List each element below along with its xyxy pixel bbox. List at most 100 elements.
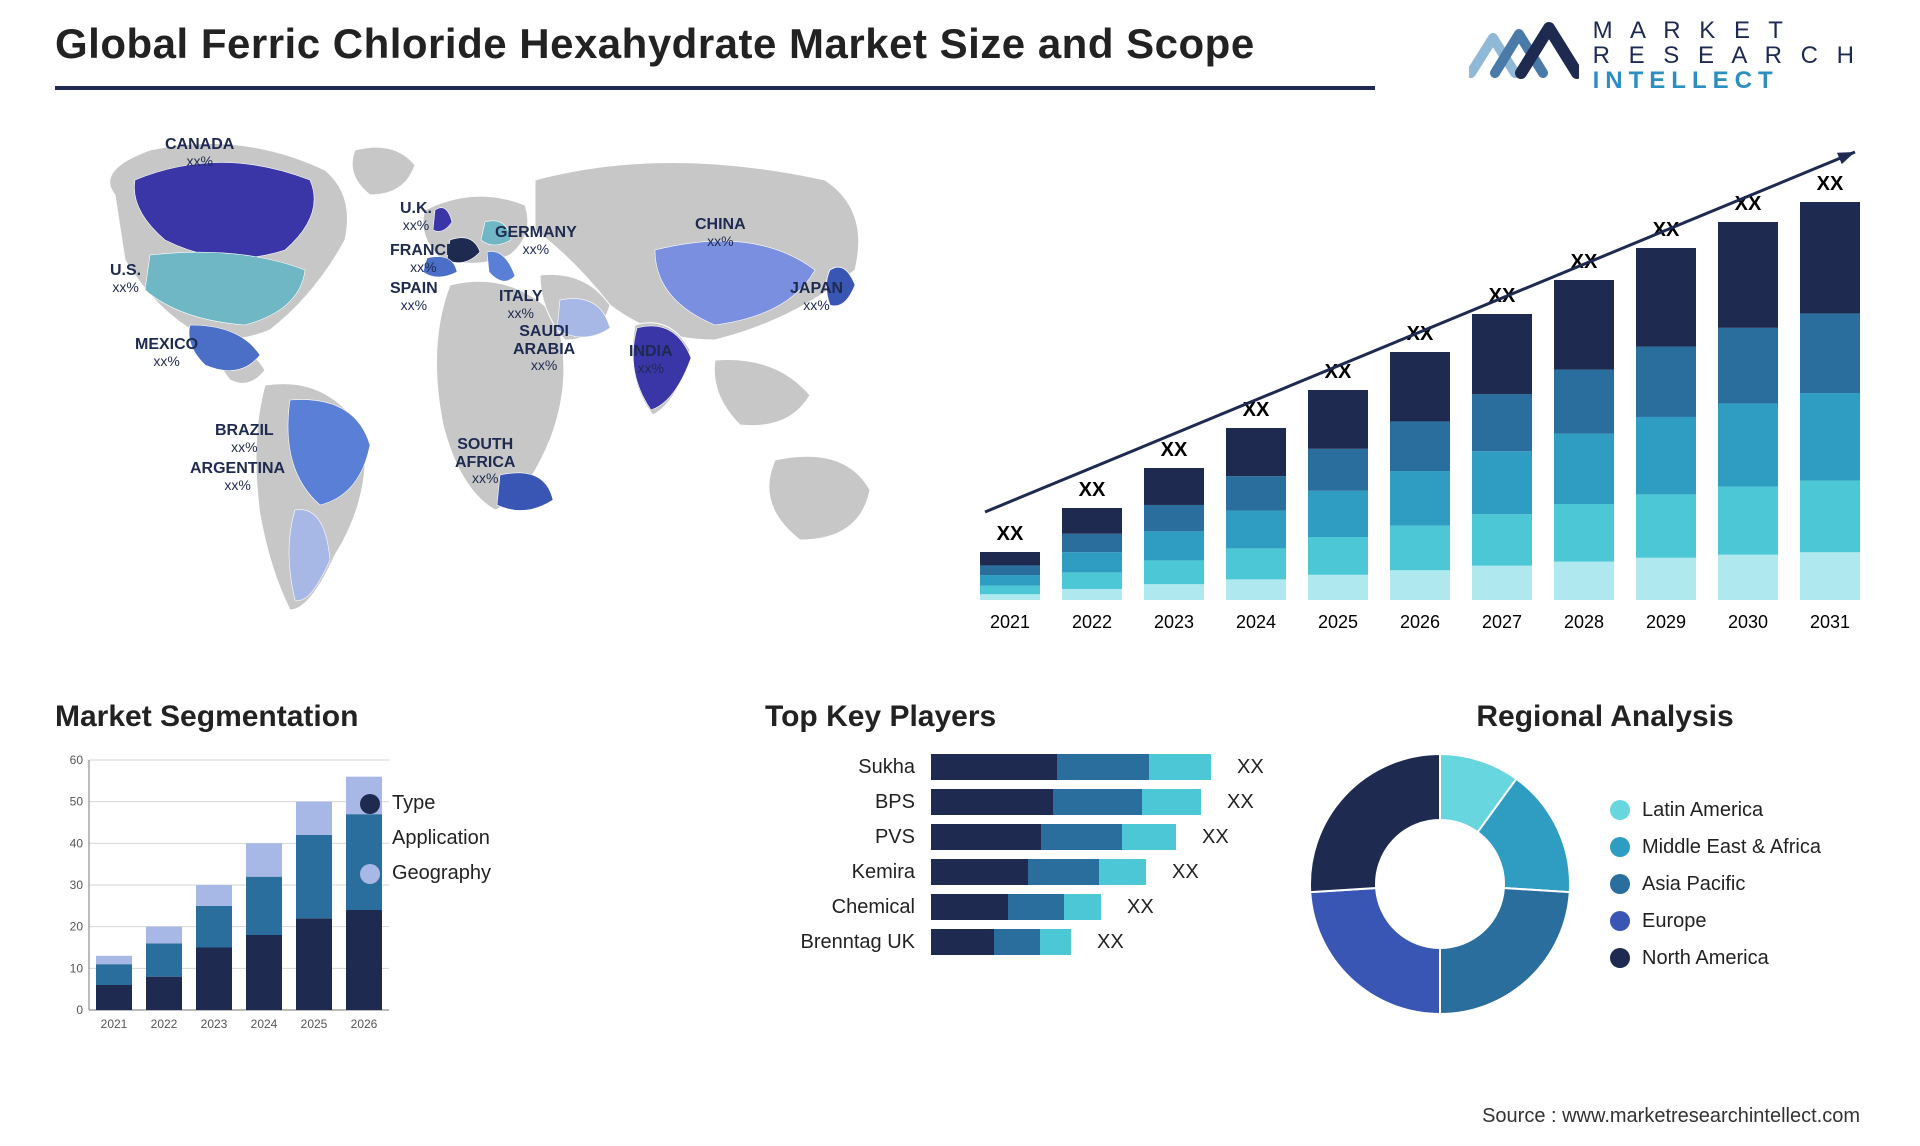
map-panel: CANADAxx%U.S.xx%MEXICOxx%BRAZILxx%ARGENT…	[55, 140, 885, 650]
player-name: PVS	[765, 826, 915, 849]
map-label-saudi-arabia: SAUDIARABIAxx%	[513, 323, 575, 374]
title-rule	[55, 86, 1375, 90]
svg-text:XX: XX	[997, 523, 1024, 545]
player-value: XX	[1237, 756, 1264, 779]
svg-text:2024: 2024	[1236, 612, 1276, 632]
player-row: Chemical XX	[765, 894, 1265, 920]
svg-text:2026: 2026	[351, 1017, 378, 1031]
page-title: Global Ferric Chloride Hexahydrate Marke…	[55, 20, 1375, 68]
player-row: SukhaXX	[765, 754, 1265, 780]
svg-text:2030: 2030	[1728, 612, 1768, 632]
map-label-south-africa: SOUTHAFRICAxx%	[455, 436, 515, 487]
region-panel: Regional Analysis Latin AmericaMiddle Ea…	[1300, 700, 1910, 1024]
legend-bullet-icon	[1610, 911, 1630, 931]
svg-text:XX: XX	[1817, 173, 1844, 195]
forecast-panel: XX2021XX2022XX2023XX2024XX2025XX2026XX20…	[960, 140, 1860, 650]
legend-bullet-icon	[360, 829, 380, 849]
svg-text:20: 20	[70, 920, 84, 934]
map-label-india: INDIAxx%	[629, 343, 673, 376]
region-donut	[1300, 744, 1580, 1024]
map-label-france: FRANCExx%	[390, 242, 457, 275]
svg-text:XX: XX	[1161, 439, 1188, 461]
map-label-germany: GERMANYxx%	[495, 224, 577, 257]
brand-line-2: R E S E A R C H	[1593, 43, 1860, 68]
brand-mark-svg	[1469, 18, 1579, 88]
player-bar-seg	[1142, 789, 1201, 815]
player-bar	[931, 824, 1176, 850]
player-value: XX	[1227, 791, 1254, 814]
player-bar-seg	[931, 789, 1053, 815]
svg-text:10: 10	[70, 961, 84, 975]
player-bar-seg	[1028, 859, 1099, 885]
player-value: XX	[1202, 826, 1229, 849]
map-label-spain: SPAINxx%	[390, 280, 438, 313]
svg-text:2027: 2027	[1482, 612, 1522, 632]
player-name: BPS	[765, 791, 915, 814]
source-line: Source : www.marketresearchintellect.com	[1482, 1105, 1860, 1128]
region-legend-item: North America	[1610, 947, 1821, 970]
player-bar	[931, 754, 1211, 780]
svg-text:2024: 2024	[251, 1017, 278, 1031]
svg-text:XX: XX	[1489, 285, 1516, 307]
svg-text:2026: 2026	[1400, 612, 1440, 632]
player-name: Kemira	[765, 861, 915, 884]
legend-bullet-icon	[1610, 948, 1630, 968]
player-bar-seg	[931, 929, 994, 955]
legend-label: Latin America	[1642, 799, 1763, 822]
map-label-china: CHINAxx%	[695, 216, 746, 249]
region-legend: Latin AmericaMiddle East & AfricaAsia Pa…	[1610, 785, 1821, 984]
player-row: BPS XX	[765, 789, 1265, 815]
legend-bullet-icon	[360, 864, 380, 884]
region-body: Latin AmericaMiddle East & AfricaAsia Pa…	[1300, 744, 1910, 1024]
legend-label: Asia Pacific	[1642, 873, 1745, 896]
map-label-japan: JAPANxx%	[790, 280, 843, 313]
map-label-brazil: BRAZILxx%	[215, 422, 274, 455]
brand-logo: M A R K E T R E S E A R C H INTELLECT	[1469, 18, 1860, 94]
segmentation-legend: Type Application Geography	[360, 780, 491, 897]
map-label-argentina: ARGENTINAxx%	[190, 460, 285, 493]
players-panel: Top Key Players SukhaXX BPS XX PVS XX Kemira X…	[765, 700, 1265, 964]
title-area: Global Ferric Chloride Hexahydrate Marke…	[55, 20, 1375, 90]
player-name: Brenntag UK	[765, 931, 915, 954]
player-bar-seg	[1064, 894, 1101, 920]
map-label-italy: ITALYxx%	[499, 288, 543, 321]
map-label-u-k-: U.K.xx%	[400, 200, 432, 233]
brand-line-1: M A R K E T	[1593, 18, 1860, 43]
svg-text:50: 50	[70, 795, 84, 809]
player-row: PVS XX	[765, 824, 1265, 850]
players-title: Top Key Players	[765, 700, 1265, 734]
legend-bullet-icon	[1610, 837, 1630, 857]
player-value: XX	[1097, 931, 1124, 954]
legend-bullet-icon	[1610, 874, 1630, 894]
svg-text:XX: XX	[1571, 251, 1598, 273]
player-bar-seg	[994, 929, 1040, 955]
legend-label: Application	[392, 827, 490, 850]
player-row: Kemira XX	[765, 859, 1265, 885]
legend-label: Type	[392, 792, 435, 815]
svg-text:0: 0	[76, 1003, 83, 1017]
player-value: XX	[1127, 896, 1154, 919]
map-label-canada: CANADAxx%	[165, 136, 234, 169]
legend-bullet-icon	[360, 794, 380, 814]
seg-legend-item: Geography	[360, 862, 491, 885]
player-bar	[931, 894, 1101, 920]
svg-text:40: 40	[70, 836, 84, 850]
player-name: Chemical	[765, 896, 915, 919]
svg-text:2031: 2031	[1810, 612, 1850, 632]
seg-legend-item: Application	[360, 827, 491, 850]
player-bar-seg	[1122, 824, 1176, 850]
svg-text:2029: 2029	[1646, 612, 1686, 632]
svg-text:2025: 2025	[1318, 612, 1358, 632]
player-bar-seg	[931, 894, 1008, 920]
brand-mark-icon	[1469, 18, 1579, 88]
player-value: XX	[1172, 861, 1199, 884]
player-bar-seg	[1099, 859, 1146, 885]
seg-legend-item: Type	[360, 792, 491, 815]
region-legend-item: Latin America	[1610, 799, 1821, 822]
svg-text:60: 60	[70, 753, 84, 767]
svg-text:2023: 2023	[201, 1017, 228, 1031]
legend-label: Geography	[392, 862, 491, 885]
player-row: Brenntag UK XX	[765, 929, 1265, 955]
svg-text:2021: 2021	[990, 612, 1030, 632]
player-bar-seg	[1041, 824, 1122, 850]
